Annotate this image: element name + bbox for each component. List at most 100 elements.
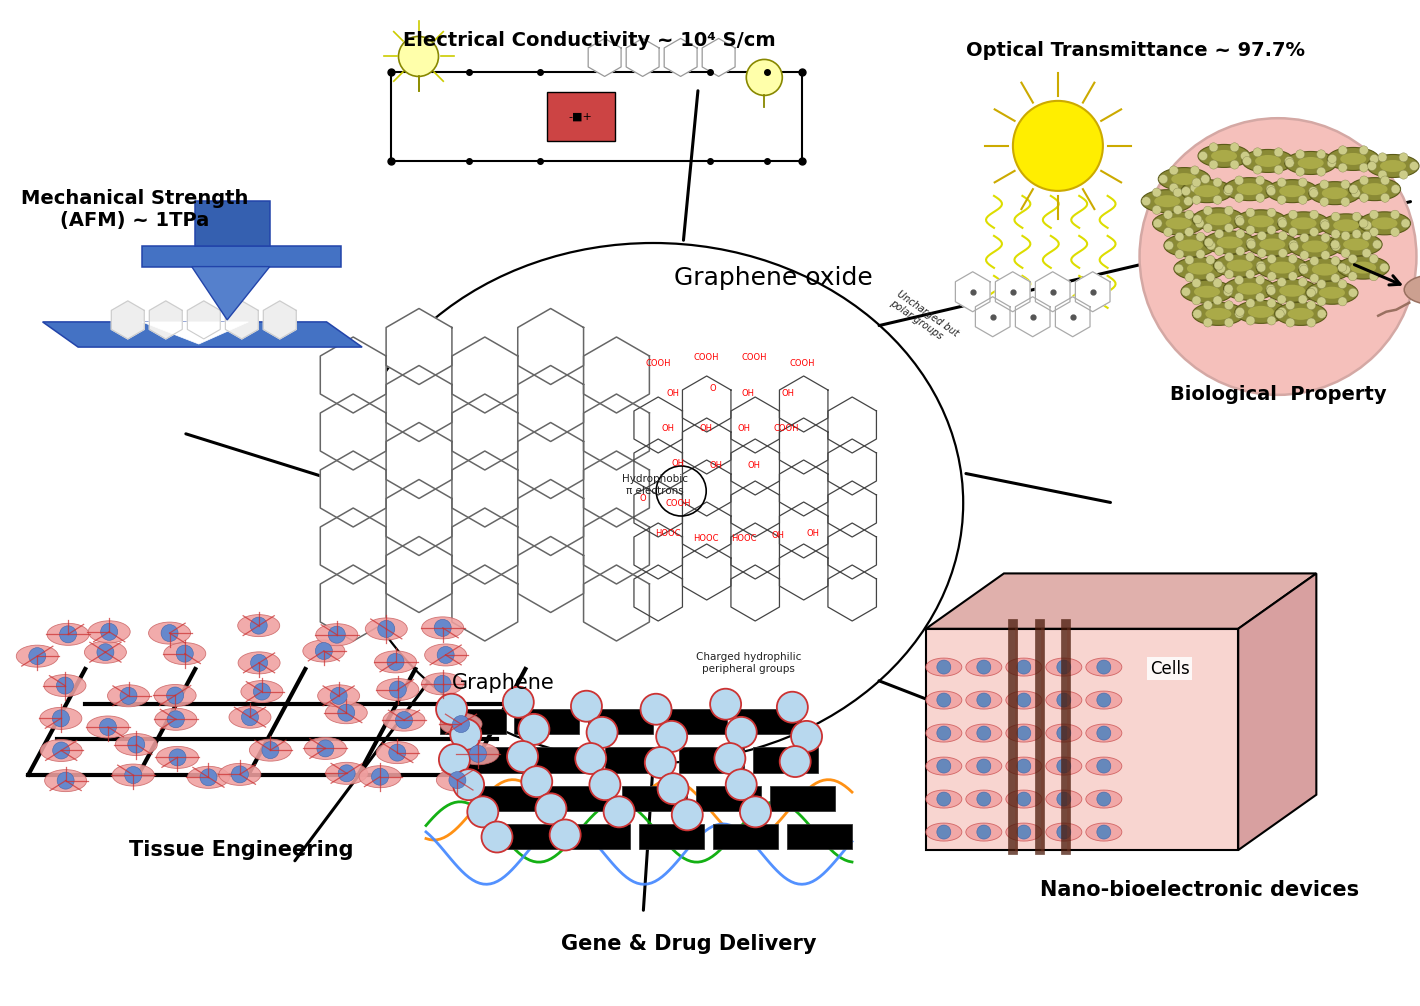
Text: OH: OH: [741, 388, 754, 397]
Circle shape: [1056, 693, 1071, 707]
Text: O: O: [710, 383, 717, 392]
Polygon shape: [633, 565, 683, 621]
Circle shape: [1362, 231, 1372, 240]
Polygon shape: [584, 451, 649, 527]
Circle shape: [1235, 217, 1244, 225]
Text: OH: OH: [667, 388, 680, 397]
Circle shape: [1267, 272, 1277, 281]
Circle shape: [1267, 285, 1275, 293]
Ellipse shape: [1362, 183, 1387, 195]
Ellipse shape: [1047, 823, 1082, 841]
FancyBboxPatch shape: [548, 786, 613, 811]
Circle shape: [1338, 297, 1348, 306]
Circle shape: [791, 721, 822, 751]
Circle shape: [1217, 265, 1225, 273]
FancyBboxPatch shape: [679, 747, 744, 773]
Ellipse shape: [155, 708, 197, 730]
Text: COOH: COOH: [666, 499, 692, 507]
Ellipse shape: [966, 691, 1003, 709]
Polygon shape: [142, 322, 248, 344]
Text: COOH: COOH: [693, 353, 719, 362]
Circle shape: [1289, 240, 1298, 248]
Ellipse shape: [1047, 758, 1082, 775]
Circle shape: [1224, 223, 1234, 232]
Circle shape: [160, 625, 178, 642]
Polygon shape: [956, 272, 990, 312]
Circle shape: [1321, 219, 1329, 227]
Polygon shape: [386, 309, 452, 384]
Circle shape: [1340, 248, 1350, 258]
Polygon shape: [321, 451, 386, 527]
Ellipse shape: [44, 675, 87, 696]
Circle shape: [1277, 295, 1287, 304]
Circle shape: [1193, 215, 1201, 223]
Circle shape: [1230, 143, 1240, 152]
Circle shape: [1369, 227, 1379, 236]
Ellipse shape: [1193, 303, 1244, 325]
Circle shape: [1245, 208, 1255, 217]
Ellipse shape: [1181, 180, 1233, 202]
Circle shape: [1316, 297, 1326, 306]
Circle shape: [645, 747, 676, 778]
Circle shape: [1369, 255, 1379, 264]
Polygon shape: [584, 565, 649, 641]
Circle shape: [1152, 188, 1162, 197]
Circle shape: [1316, 150, 1326, 159]
Circle shape: [589, 770, 621, 800]
Polygon shape: [321, 337, 386, 413]
Text: OH: OH: [672, 459, 684, 468]
Circle shape: [1196, 232, 1206, 241]
Circle shape: [571, 691, 602, 721]
Circle shape: [1340, 231, 1350, 240]
Circle shape: [1288, 210, 1298, 219]
Ellipse shape: [1306, 282, 1358, 304]
Ellipse shape: [1260, 238, 1285, 250]
Circle shape: [1338, 280, 1348, 289]
Circle shape: [1267, 287, 1275, 295]
Circle shape: [1299, 264, 1308, 272]
Polygon shape: [518, 423, 584, 499]
Circle shape: [1255, 276, 1265, 285]
Polygon shape: [1035, 272, 1071, 312]
Circle shape: [1017, 792, 1031, 806]
Ellipse shape: [1367, 155, 1419, 177]
Ellipse shape: [1193, 208, 1244, 230]
Polygon shape: [588, 38, 621, 76]
Ellipse shape: [163, 643, 206, 665]
Circle shape: [250, 617, 267, 634]
Text: OH: OH: [748, 461, 761, 470]
Circle shape: [1174, 265, 1183, 273]
Circle shape: [1252, 165, 1262, 174]
Circle shape: [1257, 264, 1265, 272]
Ellipse shape: [422, 673, 463, 695]
Text: HOOC: HOOC: [731, 533, 757, 542]
Ellipse shape: [1309, 182, 1360, 204]
Circle shape: [1390, 227, 1400, 236]
Circle shape: [1234, 276, 1244, 285]
FancyBboxPatch shape: [662, 709, 727, 734]
Circle shape: [53, 710, 70, 727]
Ellipse shape: [1235, 210, 1287, 232]
Ellipse shape: [325, 702, 368, 723]
Circle shape: [1235, 246, 1245, 256]
FancyBboxPatch shape: [440, 709, 506, 734]
Ellipse shape: [1174, 258, 1225, 280]
Circle shape: [1096, 693, 1110, 707]
Circle shape: [1410, 162, 1419, 170]
Ellipse shape: [1248, 215, 1274, 227]
Circle shape: [1235, 310, 1244, 318]
Circle shape: [1056, 660, 1071, 674]
Circle shape: [60, 626, 77, 643]
Circle shape: [1224, 301, 1234, 310]
Circle shape: [586, 717, 618, 747]
Ellipse shape: [1181, 281, 1233, 303]
Circle shape: [1277, 278, 1287, 287]
Circle shape: [1359, 176, 1369, 185]
Ellipse shape: [115, 733, 158, 756]
Polygon shape: [263, 301, 297, 339]
Text: OH: OH: [807, 528, 819, 537]
Circle shape: [1267, 185, 1275, 193]
Circle shape: [937, 792, 951, 806]
Polygon shape: [1075, 272, 1110, 312]
Circle shape: [1316, 280, 1326, 289]
